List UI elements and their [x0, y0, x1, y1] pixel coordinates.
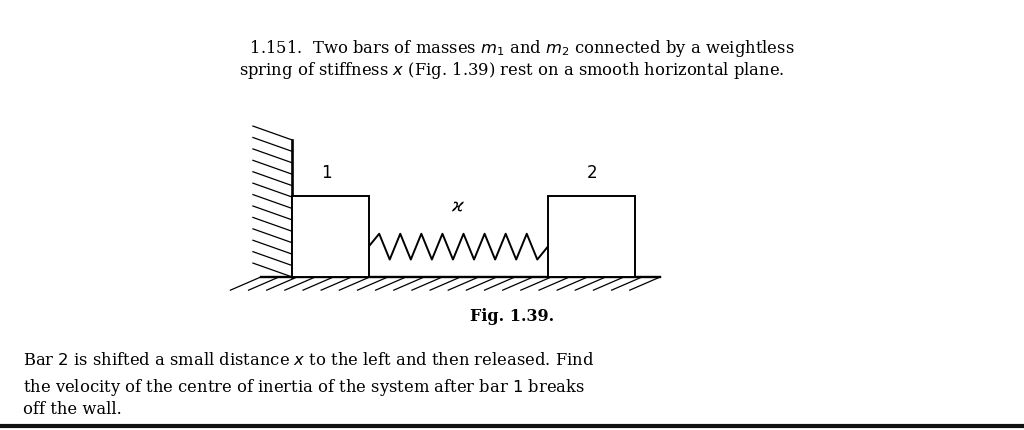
- Text: $2$: $2$: [586, 164, 597, 181]
- Text: Bar $2$ is shifted a small distance $x$ to the left and then released. Find: Bar $2$ is shifted a small distance $x$ …: [23, 352, 594, 369]
- Text: the velocity of the centre of inertia of the system after bar $1$ breaks: the velocity of the centre of inertia of…: [23, 376, 585, 396]
- Text: Fig. 1.39.: Fig. 1.39.: [470, 307, 554, 324]
- Text: $\varkappa$: $\varkappa$: [452, 197, 465, 215]
- Bar: [292, 197, 369, 277]
- Text: 1.151.  Two bars of masses $m_1$ and $m_2$ connected by a weightless: 1.151. Two bars of masses $m_1$ and $m_2…: [229, 38, 795, 59]
- Text: PROBLEM: PROBLEM: [8, 7, 105, 24]
- Text: spring of stiffness $x$ (Fig. 1.39) rest on a smooth horizontal plane.: spring of stiffness $x$ (Fig. 1.39) rest…: [240, 60, 784, 81]
- Text: off the wall.: off the wall.: [23, 400, 121, 417]
- Bar: [548, 197, 635, 277]
- Text: $1$: $1$: [321, 164, 332, 181]
